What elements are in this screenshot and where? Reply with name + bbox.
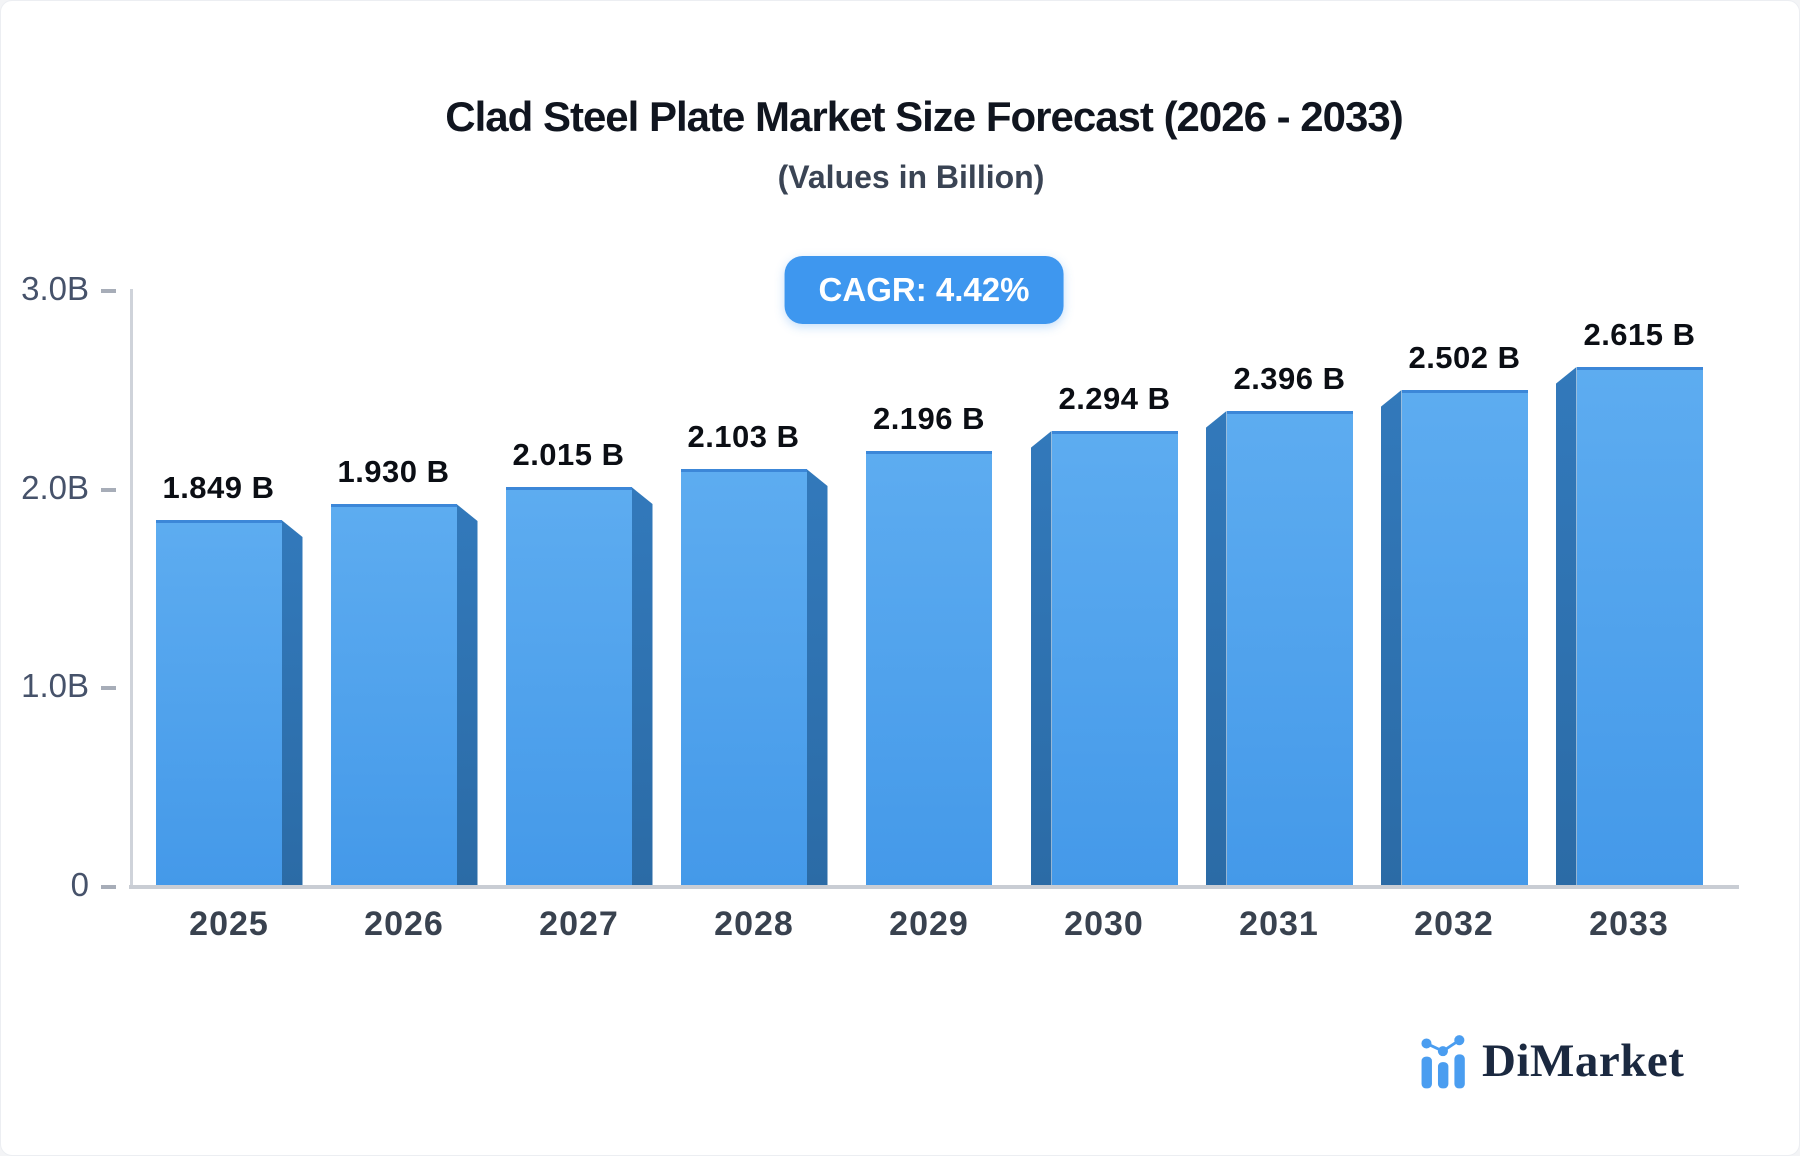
x-axis-label: 2027 xyxy=(539,905,619,943)
x-axis-line xyxy=(129,885,1739,889)
bar-value-label: 1.930 B xyxy=(337,454,450,489)
bar-side-3d xyxy=(1380,390,1402,887)
bar-2031 xyxy=(1226,411,1353,887)
bar-side-3d xyxy=(281,520,303,887)
dimarket-logo: DiMarket xyxy=(1421,1033,1684,1089)
bar-2028 xyxy=(680,469,807,887)
y-tick-label: 1.0B xyxy=(21,667,89,705)
bar-2025 xyxy=(155,520,282,887)
chart-subtitle: (Values in Billion) xyxy=(777,159,1045,195)
bar-2032 xyxy=(1401,390,1528,887)
cagr-badge: CAGR: 4.42% xyxy=(784,256,1064,324)
x-axis-label: 2030 xyxy=(1064,905,1144,943)
bar-value-label: 2.294 B xyxy=(1058,381,1171,416)
bar-2029 xyxy=(866,451,992,887)
y-tick xyxy=(101,487,116,492)
bar-value-label: 2.615 B xyxy=(1583,317,1696,352)
bar-side-3d xyxy=(456,504,478,887)
bar-value-label: 2.502 B xyxy=(1408,340,1521,375)
bar-2027 xyxy=(505,487,632,887)
x-axis-label: 2028 xyxy=(714,905,794,943)
bar-side-3d xyxy=(1555,367,1577,887)
bar-chart-logo-icon xyxy=(1421,1033,1467,1089)
bar-value-label: 2.015 B xyxy=(512,437,625,472)
bar-value-label: 1.849 B xyxy=(162,470,275,505)
dimarket-logo-text: DiMarket xyxy=(1482,1035,1685,1087)
x-axis-label: 2033 xyxy=(1589,905,1669,943)
bar-2033 xyxy=(1576,367,1703,887)
bar-side-3d xyxy=(1205,411,1227,887)
y-axis-line xyxy=(130,289,133,889)
bar-side-3d xyxy=(806,469,828,887)
bar-value-label: 2.196 B xyxy=(872,401,986,436)
bar-2026 xyxy=(330,504,457,887)
bar-2030 xyxy=(1051,431,1178,887)
x-axis-label: 2029 xyxy=(889,905,969,943)
y-tick xyxy=(101,288,116,293)
y-tick-label: 0 xyxy=(70,866,89,903)
bar-side-3d xyxy=(1030,431,1052,887)
chart-title: Clad Steel Plate Market Size Forecast (2… xyxy=(445,93,1403,140)
x-axis-label: 2026 xyxy=(364,905,444,943)
bar-value-label: 2.396 B xyxy=(1233,361,1346,396)
y-tick xyxy=(101,686,116,691)
x-axis-label: 2032 xyxy=(1414,905,1494,943)
y-tick xyxy=(101,885,116,889)
y-tick-label: 3.0B xyxy=(21,269,89,307)
x-axis-label: 2025 xyxy=(189,905,269,943)
x-axis-label: 2031 xyxy=(1239,905,1319,943)
bar-value-label: 2.103 B xyxy=(687,419,800,454)
bar-side-3d xyxy=(631,487,653,887)
y-tick-label: 2.0B xyxy=(21,468,89,506)
